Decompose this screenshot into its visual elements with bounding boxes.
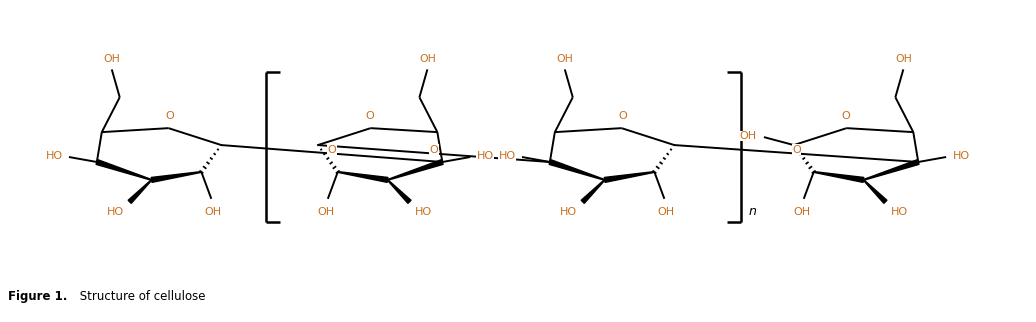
Text: OH: OH [556, 54, 573, 64]
Text: OH: OH [794, 207, 810, 217]
Text: Structure of cellulose: Structure of cellulose [76, 290, 205, 303]
Polygon shape [387, 180, 411, 204]
Text: HO: HO [498, 151, 516, 161]
Text: OH: OH [205, 207, 222, 217]
Text: OH: OH [740, 131, 756, 141]
Text: OH: OH [658, 207, 674, 217]
Text: OH: OH [104, 54, 120, 64]
Text: O: O [165, 111, 174, 121]
Text: HO: HO [107, 207, 124, 217]
Polygon shape [863, 160, 919, 180]
Text: O: O [841, 111, 850, 121]
Text: HO: HO [46, 151, 62, 161]
Text: HO: HO [414, 207, 432, 217]
Text: HO: HO [891, 207, 908, 217]
Text: O: O [327, 145, 336, 155]
Polygon shape [338, 172, 387, 182]
Polygon shape [128, 180, 152, 204]
Polygon shape [151, 172, 201, 182]
Text: O: O [430, 145, 438, 155]
Polygon shape [96, 160, 151, 180]
Polygon shape [863, 180, 887, 204]
Polygon shape [581, 180, 605, 204]
Text: n: n [749, 205, 757, 218]
Text: O: O [792, 145, 801, 155]
Text: HO: HO [952, 151, 970, 161]
Text: OH: OH [895, 54, 912, 64]
Polygon shape [387, 160, 443, 180]
Text: OH: OH [419, 54, 436, 64]
Text: Figure 1.: Figure 1. [8, 290, 67, 303]
Text: HO: HO [560, 207, 577, 217]
Text: O: O [618, 111, 627, 121]
Polygon shape [604, 172, 655, 182]
Text: HO: HO [477, 151, 494, 161]
Text: O: O [366, 111, 374, 121]
Polygon shape [549, 160, 605, 180]
Polygon shape [813, 172, 864, 182]
Text: OH: OH [317, 207, 335, 217]
